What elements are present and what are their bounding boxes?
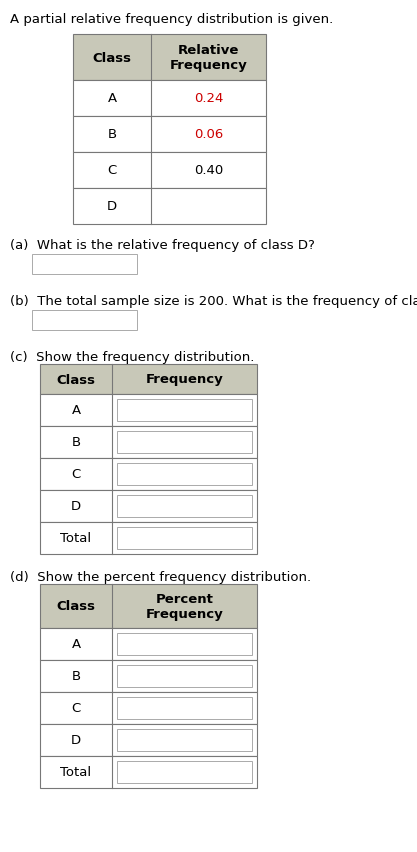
Bar — [40, 660, 257, 692]
Bar — [40, 628, 257, 660]
Bar — [73, 81, 266, 117]
Text: B: B — [108, 129, 117, 141]
Text: B: B — [71, 670, 80, 682]
Text: Percent
Frequency: Percent Frequency — [146, 592, 224, 620]
Text: Relative
Frequency: Relative Frequency — [170, 44, 247, 72]
Bar — [117, 400, 252, 422]
Text: Frequency: Frequency — [146, 373, 224, 386]
Bar — [40, 522, 257, 555]
Text: Class: Class — [56, 373, 95, 386]
Text: C: C — [71, 468, 80, 481]
Text: Class: Class — [56, 600, 95, 613]
Bar — [117, 665, 252, 688]
Bar — [40, 365, 257, 394]
Bar — [117, 697, 252, 719]
Bar — [40, 756, 257, 788]
Text: C: C — [71, 702, 80, 715]
Text: A: A — [71, 638, 80, 651]
Text: Total: Total — [60, 532, 92, 545]
Bar — [40, 394, 257, 427]
Bar — [73, 189, 266, 225]
Text: A: A — [71, 404, 80, 417]
Bar — [40, 491, 257, 522]
Bar — [32, 311, 137, 331]
Text: C: C — [107, 164, 117, 177]
Text: Class: Class — [93, 51, 131, 65]
Bar — [73, 35, 266, 81]
Bar — [117, 729, 252, 751]
Bar — [117, 463, 252, 486]
Bar — [117, 527, 252, 550]
Text: (b)  The total sample size is 200. What is the frequency of class D?: (b) The total sample size is 200. What i… — [10, 295, 417, 308]
Text: (c)  Show the frequency distribution.: (c) Show the frequency distribution. — [10, 350, 254, 364]
Text: 0.40: 0.40 — [194, 164, 223, 177]
Text: 0.06: 0.06 — [194, 129, 223, 141]
Bar — [40, 584, 257, 628]
Bar — [32, 255, 137, 274]
Bar — [117, 495, 252, 517]
Text: D: D — [107, 200, 117, 213]
Bar — [117, 633, 252, 655]
Text: B: B — [71, 436, 80, 449]
Text: A partial relative frequency distribution is given.: A partial relative frequency distributio… — [10, 13, 333, 26]
Bar — [117, 761, 252, 783]
Bar — [73, 117, 266, 153]
Bar — [73, 153, 266, 189]
Text: A: A — [108, 92, 117, 106]
Text: Total: Total — [60, 766, 92, 779]
Text: (a)  What is the relative frequency of class D?: (a) What is the relative frequency of cl… — [10, 239, 315, 251]
Text: D: D — [71, 734, 81, 746]
Bar — [40, 692, 257, 724]
Text: D: D — [71, 500, 81, 513]
Bar — [117, 431, 252, 453]
Bar — [40, 724, 257, 756]
Bar — [40, 427, 257, 458]
Text: 0.24: 0.24 — [194, 92, 223, 106]
Bar — [40, 458, 257, 491]
Text: (d)  Show the percent frequency distribution.: (d) Show the percent frequency distribut… — [10, 570, 311, 584]
